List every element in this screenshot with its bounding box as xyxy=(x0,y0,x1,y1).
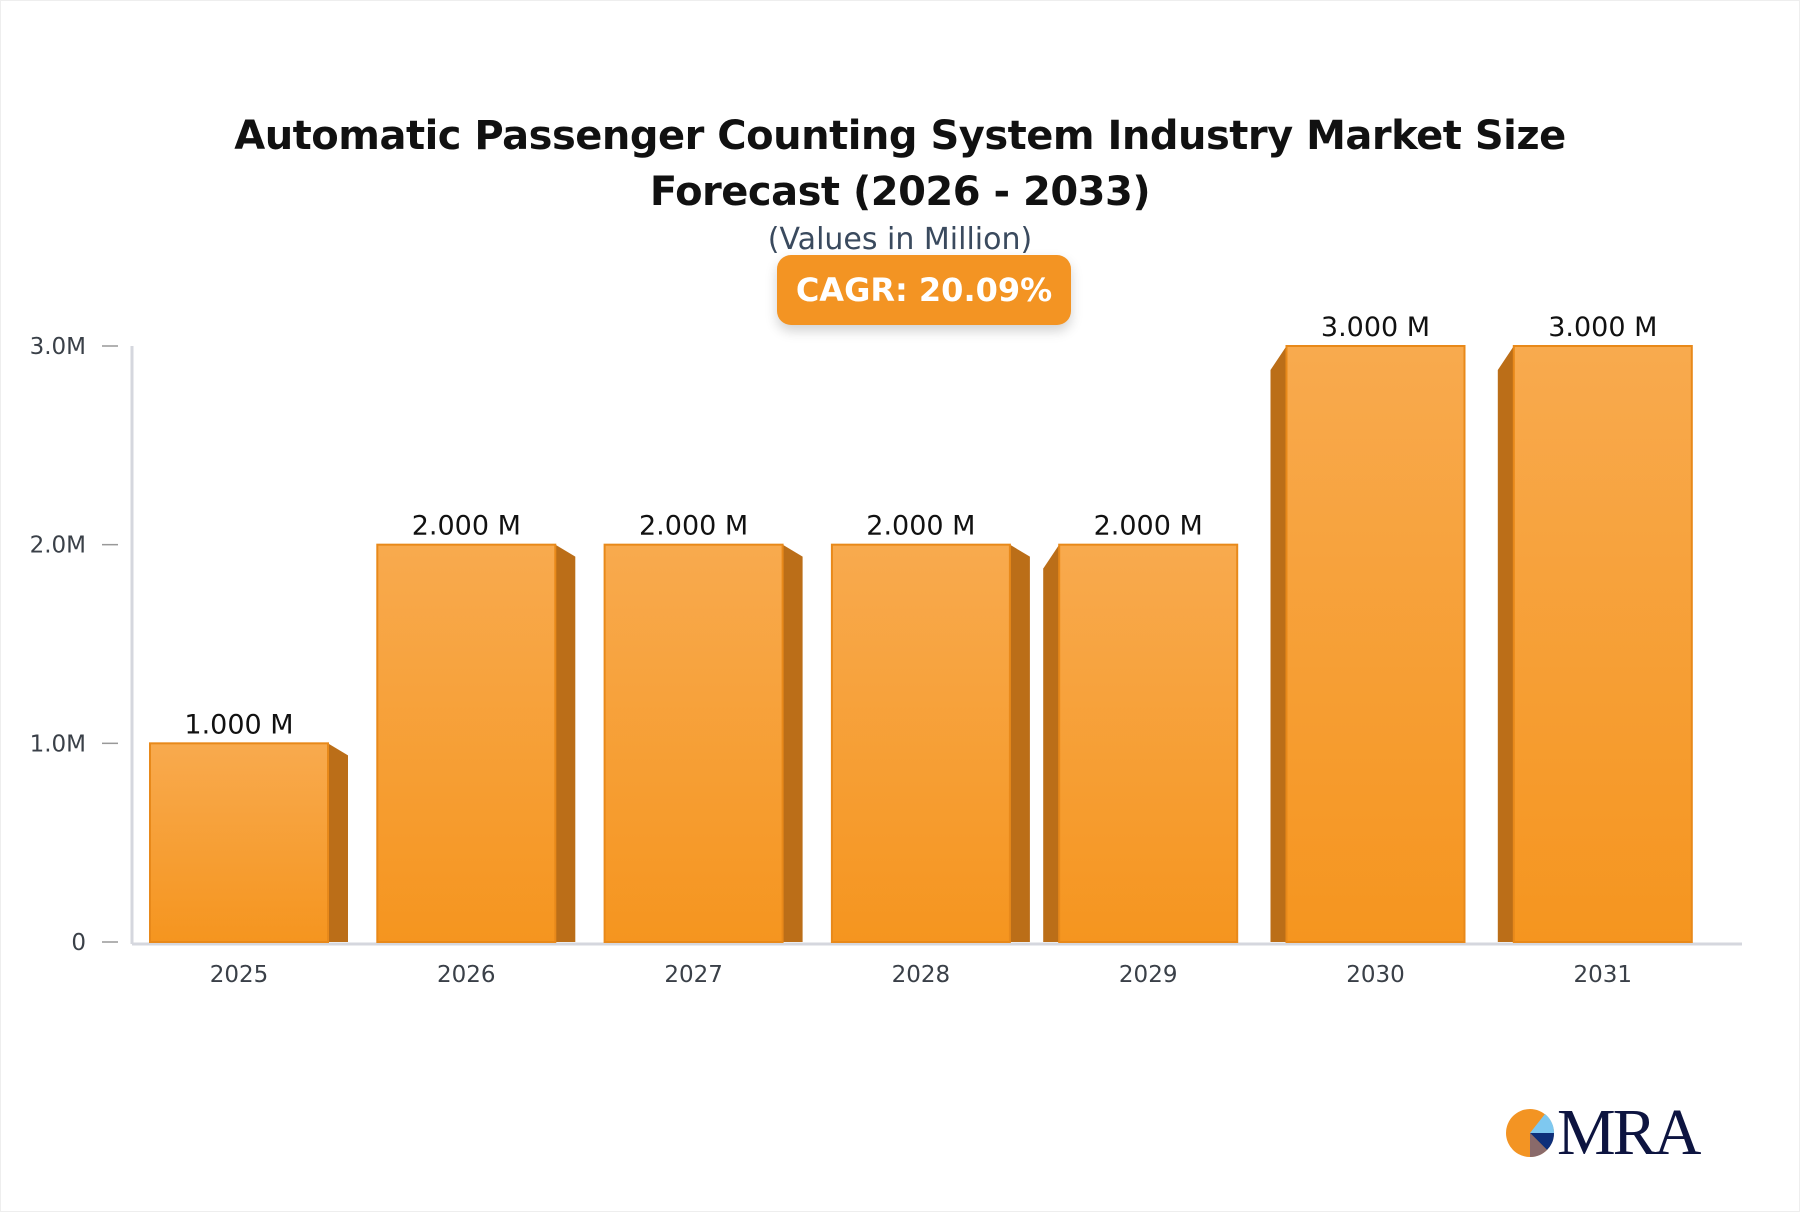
bar-side xyxy=(555,544,576,942)
data-label: 2.000 M xyxy=(1094,511,1203,542)
data-label: 2.000 M xyxy=(639,511,748,542)
bar-2027 xyxy=(603,543,784,944)
x-tick-label: 2030 xyxy=(1346,962,1405,988)
x-tick-label: 2028 xyxy=(892,962,951,988)
bar-side xyxy=(1497,346,1514,942)
bar-side xyxy=(782,544,803,942)
x-tick-label: 2025 xyxy=(210,962,269,988)
data-label: 3.000 M xyxy=(1548,312,1657,343)
bar-2029 xyxy=(1058,543,1239,944)
logo-text: MRA xyxy=(1557,1096,1701,1169)
x-tick-label: 2031 xyxy=(1574,962,1633,988)
bar-2028 xyxy=(830,543,1011,944)
x-tick-label: 2029 xyxy=(1119,962,1178,988)
bar-2026 xyxy=(376,543,557,944)
pie-logo-icon xyxy=(1506,1109,1555,1158)
cagr-badge: CAGR: 20.09% xyxy=(777,255,1071,325)
mra-logo: MRA xyxy=(1505,1095,1701,1171)
y-tick-label: 0 xyxy=(71,930,86,956)
y-tick-label: 1.0M xyxy=(30,731,86,757)
x-tick-label: 2027 xyxy=(664,962,723,988)
bar-side xyxy=(1043,544,1060,942)
data-label: 3.000 M xyxy=(1321,312,1430,343)
x-tick-label: 2026 xyxy=(437,962,496,988)
bar-side xyxy=(1009,544,1030,942)
chart-title: Automatic Passenger Counting System Indu… xyxy=(234,113,1566,215)
data-label: 1.000 M xyxy=(184,709,293,740)
data-label: 2.000 M xyxy=(412,511,521,542)
y-tick-label: 3.0M xyxy=(30,334,86,360)
bar-side xyxy=(1270,346,1287,942)
bar-2025 xyxy=(149,742,329,943)
chart-subtitle: (Values in Million) xyxy=(767,222,1033,257)
bar-2030 xyxy=(1285,345,1466,943)
data-label: 2.000 M xyxy=(866,511,975,542)
bar-2031 xyxy=(1512,345,1693,943)
bar-side xyxy=(328,743,348,942)
y-tick-label: 2.0M xyxy=(30,533,86,559)
